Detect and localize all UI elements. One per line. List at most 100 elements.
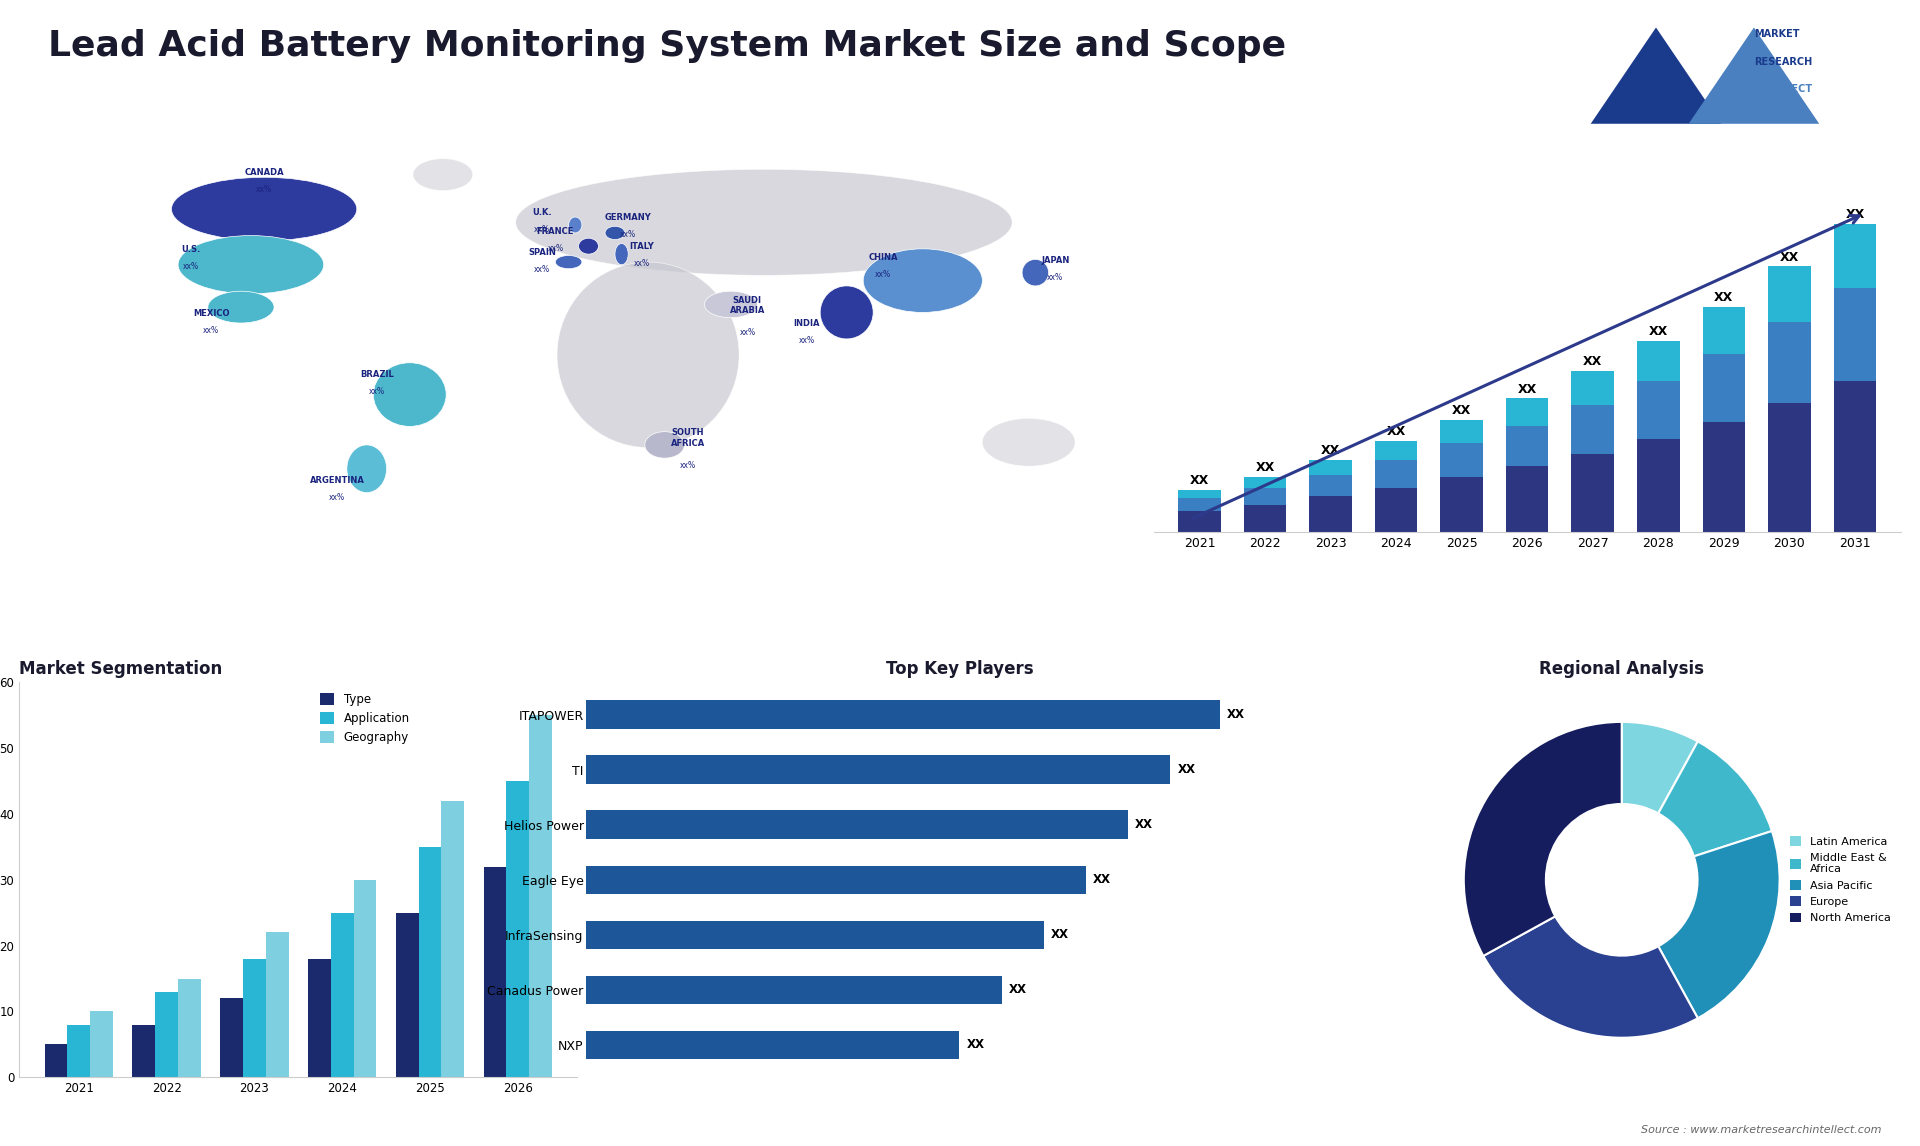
Text: RESEARCH: RESEARCH [1753,57,1812,66]
Bar [1244,504,1286,533]
Text: XX: XX [1227,708,1244,721]
Bar [1440,477,1482,533]
Text: Market Segmentation: Market Segmentation [19,660,223,678]
Text: xx%: xx% [1046,273,1064,282]
Text: XX: XX [1092,873,1112,886]
Ellipse shape [614,243,628,265]
Legend: Latin America, Middle East &
Africa, Asia Pacific, Europe, North America: Latin America, Middle East & Africa, Asi… [1786,832,1895,928]
Bar [179,979,202,1077]
Wedge shape [1659,741,1772,856]
Text: Source : www.marketresearchintellect.com: Source : www.marketresearchintellect.com [1642,1124,1882,1135]
Text: XX: XX [1256,462,1275,474]
Text: XX: XX [1517,383,1536,395]
Bar [1505,466,1549,533]
Polygon shape [1590,28,1720,124]
Bar [1375,460,1417,488]
Bar [132,1025,156,1077]
Bar [307,959,330,1077]
Bar [586,975,1002,1004]
Ellipse shape [605,226,624,240]
Text: FRANCE: FRANCE [538,227,574,236]
Text: XX: XX [1649,325,1668,338]
Text: ITALY: ITALY [630,243,655,251]
Text: xx%: xx% [534,225,551,234]
Bar [1834,382,1876,533]
Bar [330,912,353,1077]
Text: XX: XX [1780,251,1799,264]
Bar [484,866,507,1077]
Ellipse shape [983,418,1075,466]
Text: xx%: xx% [182,262,200,272]
Text: xx%: xx% [799,336,814,345]
Ellipse shape [578,238,599,254]
Ellipse shape [555,256,582,268]
Text: SOUTH
AFRICA: SOUTH AFRICA [670,429,705,448]
Bar [419,847,442,1077]
Bar [1703,354,1745,422]
Text: xx%: xx% [534,265,551,274]
Bar [1571,370,1615,405]
Title: Regional Analysis: Regional Analysis [1540,660,1705,678]
Ellipse shape [171,178,357,241]
Wedge shape [1463,722,1622,956]
Bar [353,880,376,1077]
Text: JAPAN: JAPAN [1041,256,1069,265]
Bar [1768,266,1811,322]
Bar [1505,426,1549,466]
Bar [44,1044,67,1077]
Bar [1244,488,1286,504]
Text: ARGENTINA: ARGENTINA [309,476,365,485]
Bar [1375,441,1417,460]
Text: XX: XX [1584,355,1603,368]
Text: XX: XX [1135,818,1154,831]
Bar [586,700,1219,729]
Bar [1375,488,1417,533]
Text: U.S.: U.S. [182,245,202,254]
Bar [1309,496,1352,533]
Ellipse shape [645,432,685,458]
Ellipse shape [348,445,386,493]
Bar [1244,477,1286,488]
Ellipse shape [820,285,874,339]
Text: CANADA: CANADA [244,168,284,178]
Ellipse shape [207,291,275,323]
Text: XX: XX [1190,474,1210,487]
Text: xx%: xx% [876,270,891,278]
Ellipse shape [864,249,983,313]
Bar [1638,439,1680,533]
Bar [1505,399,1549,426]
Text: XX: XX [1050,928,1069,941]
Bar [586,865,1087,894]
Bar [1638,340,1680,382]
Text: XX: XX [966,1038,985,1052]
Text: xx%: xx% [739,328,755,337]
Bar [530,715,553,1077]
Legend: Type, Application, Geography: Type, Application, Geography [315,689,415,748]
Text: xx%: xx% [255,186,273,194]
Text: XX: XX [1845,209,1864,221]
Title: Top Key Players: Top Key Players [887,660,1033,678]
Text: XX: XX [1321,445,1340,457]
Text: xx%: xx% [547,243,563,252]
Ellipse shape [1021,259,1048,285]
Bar [1179,489,1221,499]
Bar [1834,223,1876,288]
Text: XX: XX [1177,763,1196,776]
Ellipse shape [705,291,756,317]
Bar [90,1012,113,1077]
Text: XX: XX [1715,291,1734,305]
Polygon shape [1690,28,1818,124]
Text: MEXICO: MEXICO [192,308,228,317]
Bar [1309,474,1352,496]
Bar [1703,307,1745,354]
Text: xx%: xx% [204,325,219,335]
Text: XX: XX [1008,983,1027,996]
Wedge shape [1484,917,1697,1038]
Text: SPAIN: SPAIN [528,248,557,257]
Bar [396,912,419,1077]
Text: INDIA: INDIA [793,320,820,328]
Bar [1768,322,1811,402]
Text: Lead Acid Battery Monitoring System Market Size and Scope: Lead Acid Battery Monitoring System Mark… [48,29,1286,63]
Bar [67,1025,90,1077]
Bar [1703,422,1745,533]
